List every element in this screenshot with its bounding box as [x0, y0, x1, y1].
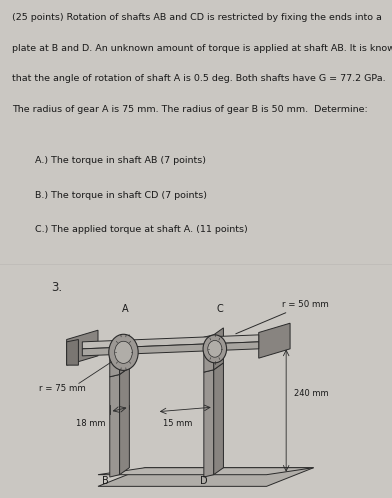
Polygon shape — [214, 363, 223, 475]
Ellipse shape — [114, 341, 132, 364]
Text: D: D — [200, 477, 208, 487]
Polygon shape — [259, 323, 290, 358]
Text: B: B — [102, 477, 109, 487]
Polygon shape — [98, 468, 314, 487]
Ellipse shape — [109, 334, 138, 371]
Text: plate at B and D. An unknown amount of torque is applied at shaft AB. It is know: plate at B and D. An unknown amount of t… — [12, 44, 392, 53]
Text: 15 mm: 15 mm — [163, 419, 192, 428]
Text: (25 points) Rotation of shafts AB and CD is restricted by fixing the ends into a: (25 points) Rotation of shafts AB and CD… — [12, 13, 382, 22]
Polygon shape — [82, 342, 259, 356]
Polygon shape — [67, 340, 78, 365]
Polygon shape — [204, 335, 214, 372]
Text: A.) The torque in shaft AB (7 points): A.) The torque in shaft AB (7 points) — [35, 156, 206, 165]
Text: 18 mm: 18 mm — [76, 419, 106, 428]
Ellipse shape — [203, 335, 227, 363]
Text: that the angle of rotation of shaft A is 0.5 deg. Both shafts have G = 77.2 GPa.: that the angle of rotation of shaft A is… — [12, 74, 385, 83]
Text: r = 75 mm: r = 75 mm — [39, 384, 86, 393]
Polygon shape — [120, 368, 129, 475]
Text: C: C — [216, 304, 223, 314]
Polygon shape — [214, 328, 223, 370]
Polygon shape — [67, 330, 98, 365]
Polygon shape — [204, 370, 214, 477]
Polygon shape — [98, 468, 314, 475]
Text: The radius of gear A is 75 mm. The radius of gear B is 50 mm.  Determine:: The radius of gear A is 75 mm. The radiu… — [12, 105, 368, 114]
Text: 3.: 3. — [51, 281, 62, 294]
Polygon shape — [110, 374, 120, 477]
Text: B.) The torque in shaft CD (7 points): B.) The torque in shaft CD (7 points) — [35, 191, 207, 200]
Text: C.) The applied torque at shaft A. (11 points): C.) The applied torque at shaft A. (11 p… — [35, 225, 248, 234]
Polygon shape — [120, 335, 129, 374]
Ellipse shape — [208, 341, 222, 357]
Polygon shape — [82, 335, 259, 349]
Text: r = 50 mm: r = 50 mm — [236, 300, 329, 334]
Polygon shape — [110, 342, 120, 377]
Text: A: A — [122, 304, 129, 314]
Text: 240 mm: 240 mm — [294, 388, 328, 397]
